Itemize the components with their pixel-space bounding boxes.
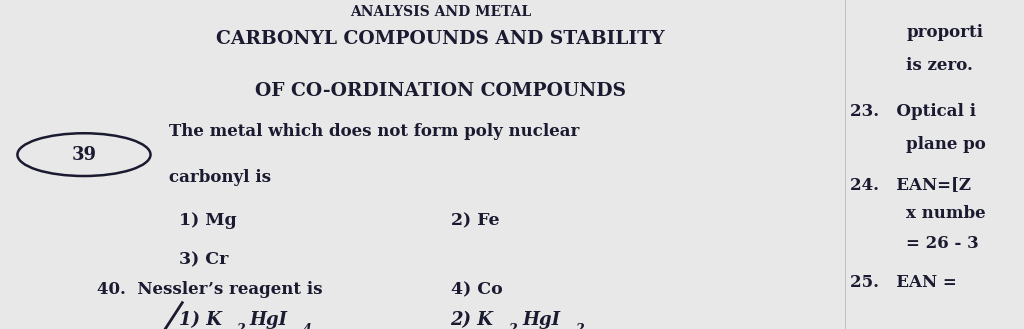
Text: OF CO-ORDINATION COMPOUNDS: OF CO-ORDINATION COMPOUNDS [255,82,626,100]
Text: 2) K: 2) K [451,311,494,329]
Text: is zero.: is zero. [906,57,973,74]
Text: x numbe: x numbe [906,205,986,222]
Text: 40.  Nessler’s reagent is: 40. Nessler’s reagent is [97,281,323,298]
Text: The metal which does not form poly nuclear: The metal which does not form poly nucle… [169,123,580,140]
Text: 39: 39 [72,146,96,164]
Text: 2: 2 [575,322,585,329]
Text: HgI: HgI [522,311,560,329]
Text: 1) K: 1) K [179,311,222,329]
Text: CARBONYL COMPOUNDS AND STABILITY: CARBONYL COMPOUNDS AND STABILITY [216,30,665,48]
Text: 4) Co: 4) Co [451,281,503,298]
Text: HgI: HgI [250,311,288,329]
Text: plane po: plane po [906,136,986,153]
Text: 1) Mg: 1) Mg [179,212,237,229]
Text: ANALYSIS AND METAL: ANALYSIS AND METAL [350,5,530,19]
Text: 24.   EAN=[Z: 24. EAN=[Z [850,176,971,193]
Text: 2: 2 [508,322,517,329]
Text: 2) Fe: 2) Fe [451,212,499,229]
Text: 3) Cr: 3) Cr [179,251,228,268]
Text: 25.   EAN =: 25. EAN = [850,274,956,291]
Text: 2: 2 [237,322,246,329]
Text: 4: 4 [303,322,312,329]
Text: 23.   Optical i: 23. Optical i [850,103,976,120]
Text: carbonyl is: carbonyl is [169,169,271,186]
Text: proporti: proporti [906,24,983,41]
Text: = 26 - 3: = 26 - 3 [906,235,979,252]
